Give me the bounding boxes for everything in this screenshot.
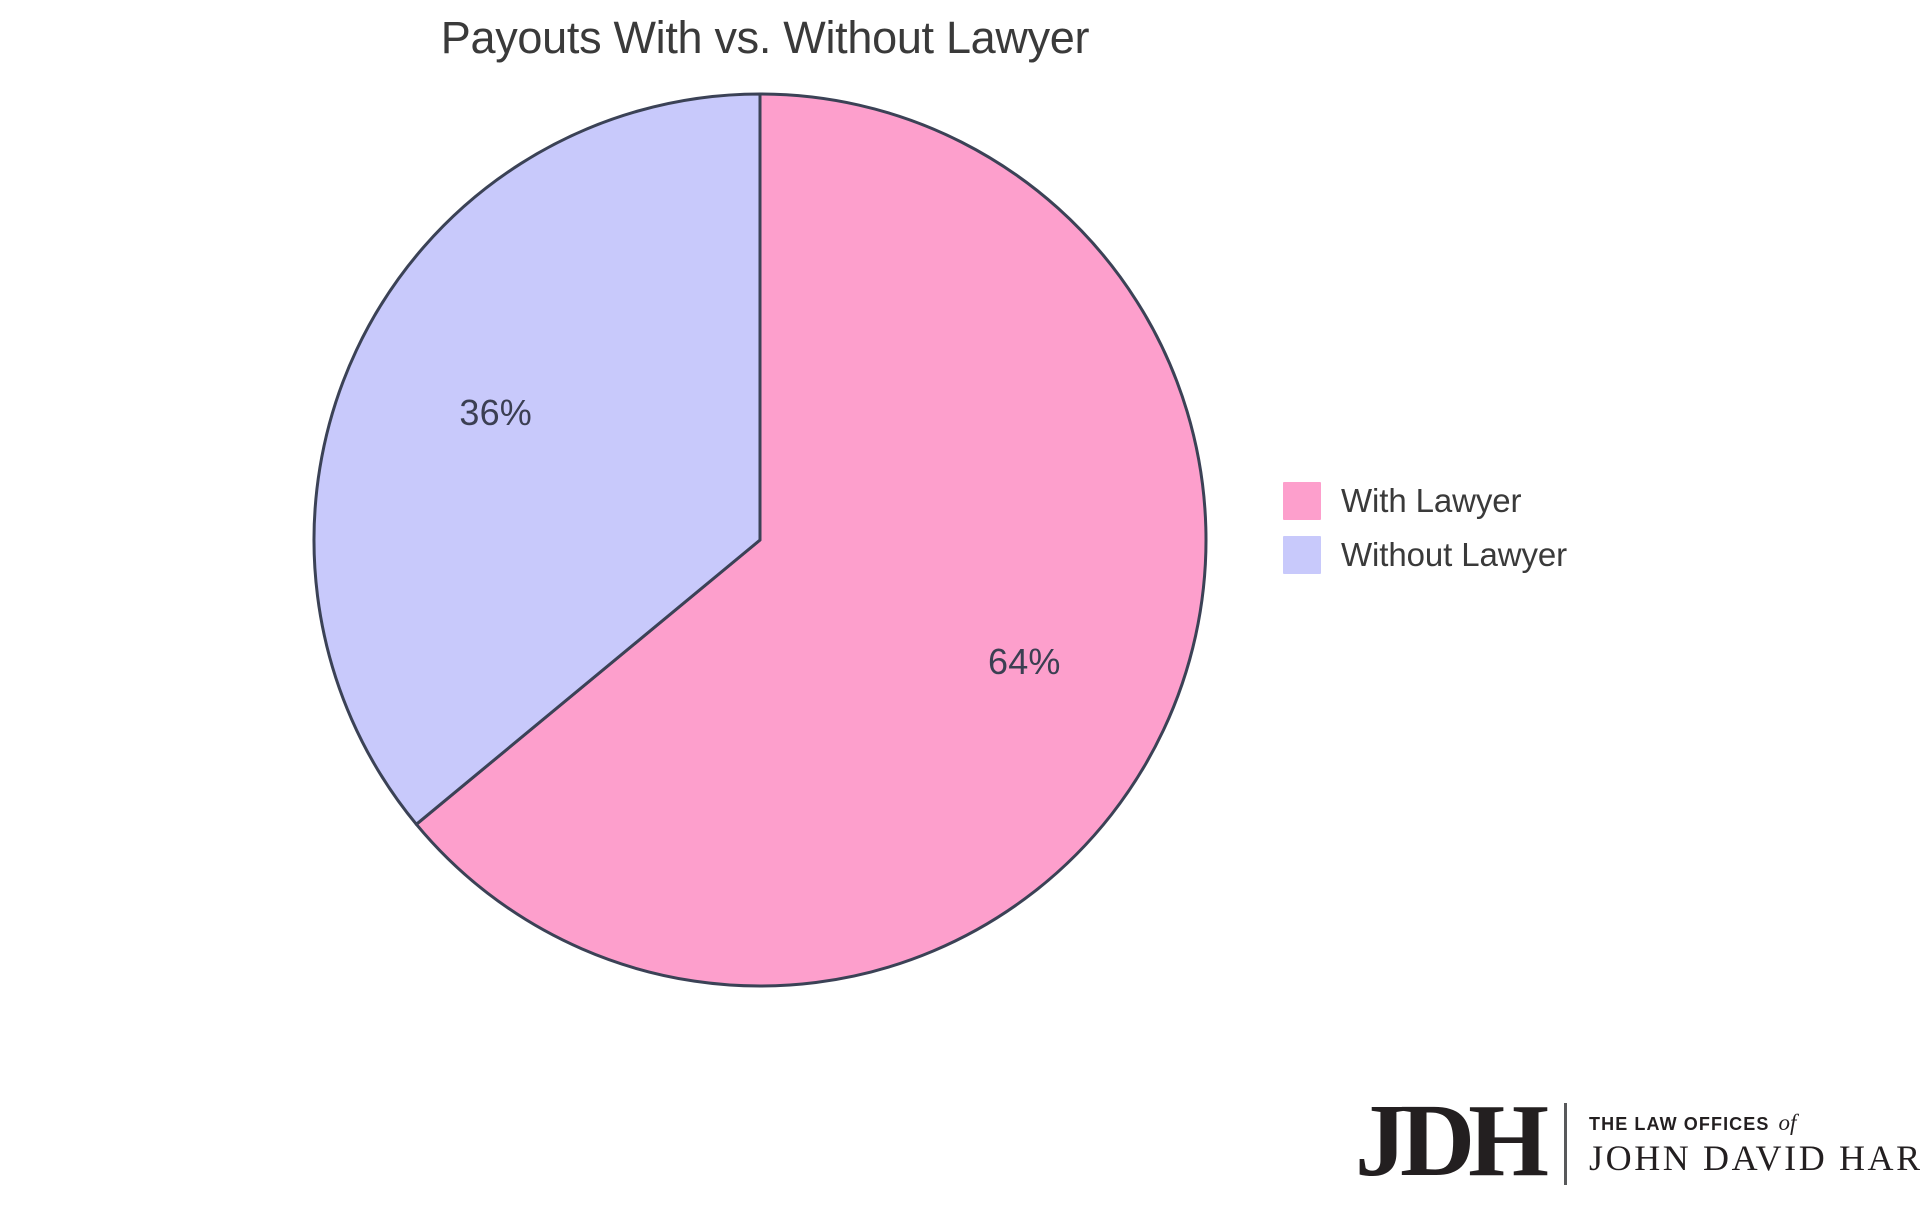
logo-monogram-jdh: JDH [1355, 1083, 1549, 1198]
legend-item-without-lawyer[interactable]: Without Lawyer [1283, 536, 1567, 574]
logo-tagline-main: THE LAW OFFICES [1589, 1114, 1770, 1135]
legend-label-without-lawyer: Without Lawyer [1341, 536, 1568, 573]
legend-item-with-lawyer[interactable]: With Lawyer [1283, 482, 1567, 520]
pie-chart: 64% 36% [300, 80, 1230, 1000]
pie-slice-label-without-lawyer: 36% [459, 392, 532, 433]
pie-slice-label-with-lawyer: 64% [988, 641, 1061, 682]
logo-tagline: THE LAW OFFICES of [1589, 1110, 1920, 1136]
chart-legend: With Lawyer Without Lawyer [1283, 482, 1567, 574]
pie-slice-with-lawyer[interactable] [414, 92, 1208, 988]
pie-slices [312, 92, 1208, 988]
brand-logo: JDH THE LAW OFFICES of JOHN DAVID HART [1355, 1083, 1920, 1198]
page-title: Payouts With vs. Without Lawyer [440, 12, 1090, 63]
logo-text-block: THE LAW OFFICES of JOHN DAVID HART [1589, 1110, 1920, 1178]
legend-label-with-lawyer: With Lawyer [1341, 482, 1522, 519]
logo-firm-name: JOHN DAVID HART [1589, 1138, 1920, 1179]
legend-swatch-with-lawyer [1283, 482, 1321, 520]
pie-slice-without-lawyer[interactable] [312, 92, 762, 826]
logo-divider [1564, 1103, 1567, 1185]
logo-tagline-of: of [1778, 1110, 1797, 1136]
pie-chart-svg: 64% 36% [312, 92, 1208, 988]
legend-swatch-without-lawyer [1283, 536, 1321, 574]
